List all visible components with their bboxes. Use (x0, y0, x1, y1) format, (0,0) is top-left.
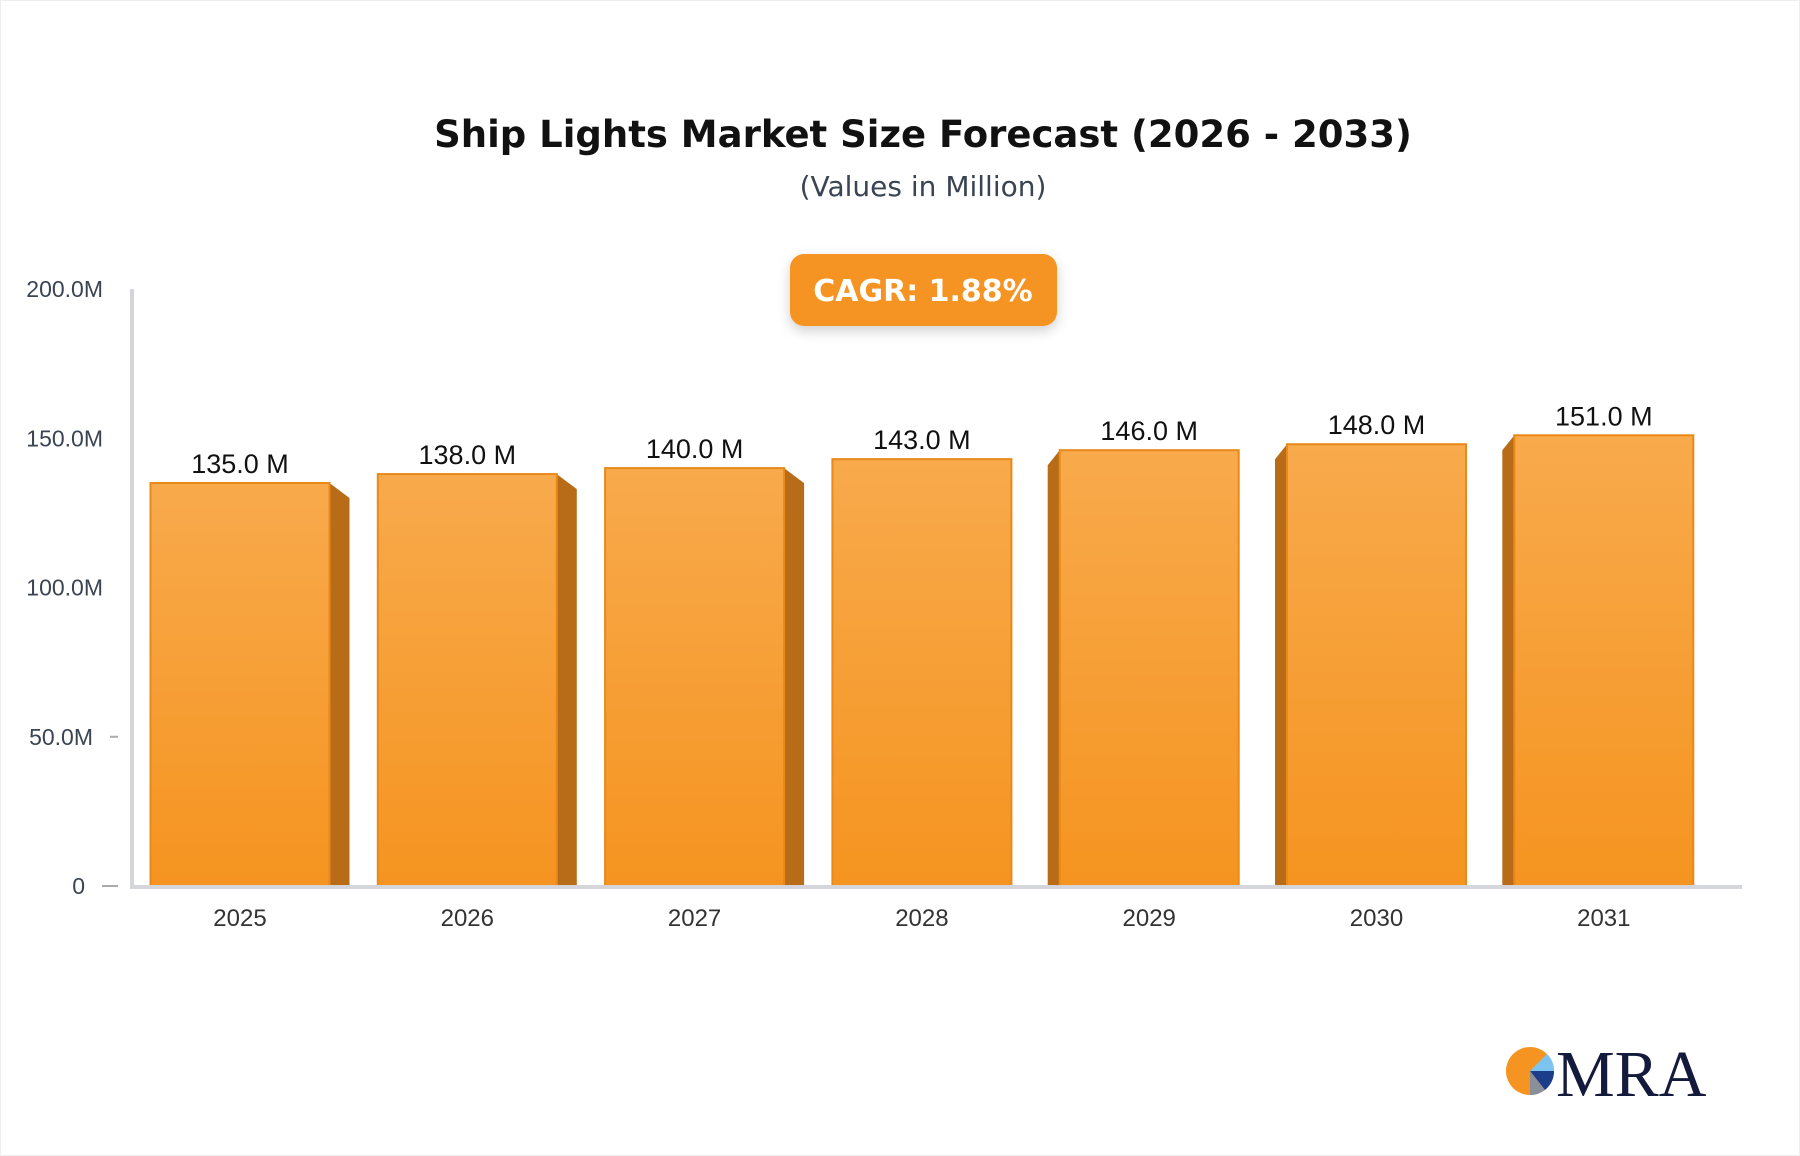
cagr-badge: CAGR: 1.88% (790, 254, 1057, 326)
data-label: 140.0 M (646, 434, 744, 464)
x-axis: 2025 2026 2027 2028 2029 2030 2031 (130, 885, 1742, 932)
x-tick-label: 2028 (895, 905, 948, 932)
bar-group: 135.0 M (149, 449, 350, 887)
y-tick-label: 100.0M (26, 575, 103, 601)
bar (831, 458, 1013, 887)
bar-side (1047, 450, 1060, 886)
bar-group: 140.0 M (604, 434, 805, 887)
bar-group: 146.0 M (1047, 416, 1240, 887)
bar (1058, 449, 1240, 887)
bars: 135.0 M 138.0 M 140.0 M 143.0 M 146.0 M 148.0… (149, 401, 1695, 887)
bar-side (784, 468, 805, 886)
data-label: 148.0 M (1328, 410, 1426, 440)
data-label: 138.0 M (419, 440, 517, 470)
x-tick-label: 2031 (1577, 905, 1630, 932)
logo-text: MRA (1556, 1038, 1707, 1111)
cagr-label: CAGR: 1.88% (813, 274, 1032, 309)
chart-title: Ship Lights Market Size Forecast (2026 -… (434, 113, 1412, 156)
y-tick-label: 150.0M (26, 425, 103, 451)
y-tick-label: 0 (72, 873, 85, 899)
data-label: 146.0 M (1100, 416, 1198, 446)
x-tick-label: 2029 (1123, 905, 1176, 932)
bar (1513, 434, 1695, 887)
data-label: 151.0 M (1555, 401, 1653, 431)
mra-logo: MRA (1506, 1038, 1707, 1111)
bar (604, 467, 786, 887)
bar-side (329, 483, 350, 886)
chart-subtitle: (Values in Million) (800, 170, 1047, 203)
x-tick-label: 2027 (668, 905, 721, 932)
bar-side (556, 474, 577, 886)
x-tick-label: 2025 (213, 905, 266, 932)
y-tick-label: 50.0M (29, 724, 93, 750)
bar (376, 473, 558, 887)
data-label: 135.0 M (191, 449, 289, 479)
bar-group: 143.0 M (831, 425, 1013, 887)
y-tick-label: 200.0M (26, 276, 103, 302)
bar-group: 138.0 M (376, 440, 577, 887)
bar (149, 482, 331, 887)
y-axis: 0 50.0M 100.0M 150.0M 200.0M (26, 276, 134, 899)
bar-group: 151.0 M (1502, 401, 1695, 887)
bar-side (1502, 435, 1515, 886)
x-tick-label: 2026 (441, 905, 494, 932)
bar-group: 148.0 M (1275, 410, 1467, 887)
bar (1286, 443, 1467, 887)
data-label: 143.0 M (873, 425, 971, 455)
bar-side (1275, 444, 1287, 886)
x-tick-label: 2030 (1350, 905, 1403, 932)
